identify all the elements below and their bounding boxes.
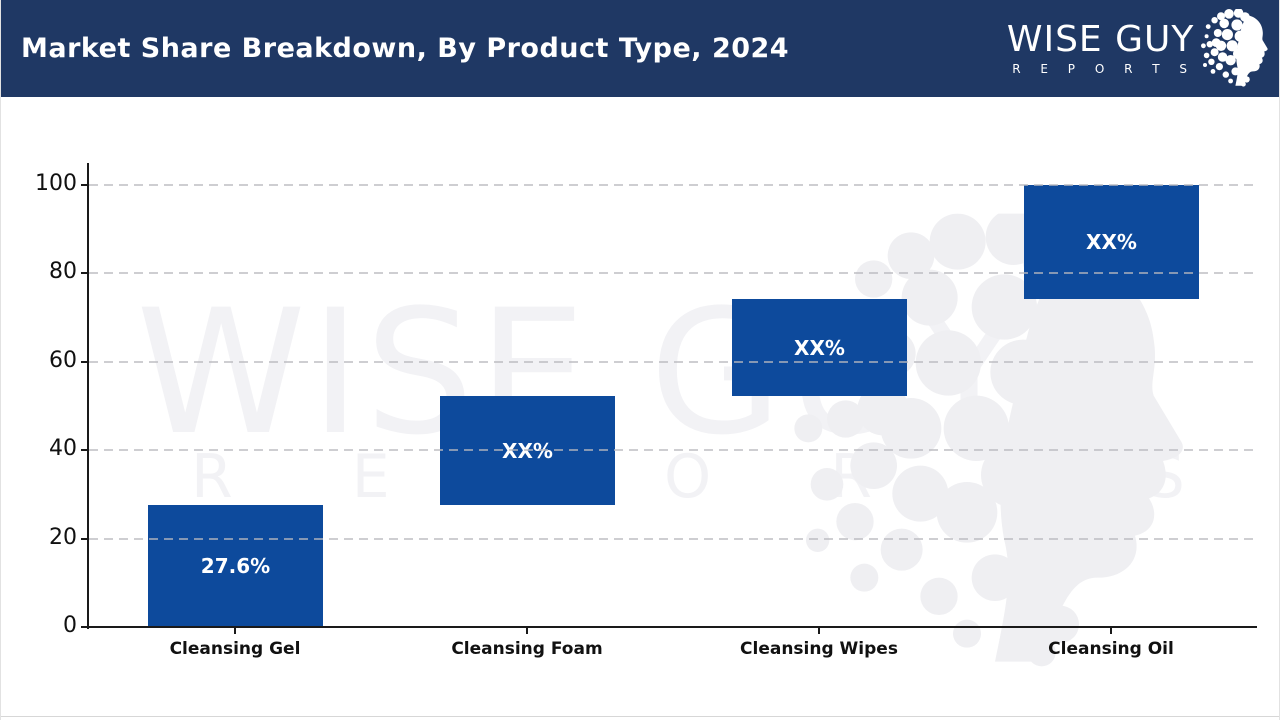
- chart-area: WISE GUY R E P O R T S 0 20 40 60 80 100 27.6%…: [1, 97, 1279, 717]
- bar-cleansing-wipes: XX%: [732, 299, 907, 397]
- gridline-20: [89, 537, 1257, 540]
- x-axis-line: [87, 626, 1257, 628]
- y-tick-mark: [81, 272, 89, 275]
- bottom-divider: [1, 716, 1279, 717]
- logo-wordmark: WISE GUY: [1006, 19, 1195, 60]
- bar-value-label: XX%: [794, 335, 845, 360]
- logo-text: WISE GUY R E P O R T S: [1006, 19, 1195, 77]
- bar-value-label: 27.6%: [200, 553, 271, 578]
- gridline-100: [89, 184, 1257, 186]
- header: Market Share Breakdown, By Product Type,…: [1, 0, 1279, 97]
- y-tick-mark: [81, 449, 89, 452]
- x-category-label: Cleansing Foam: [451, 639, 603, 659]
- x-tick-mark: [818, 628, 820, 634]
- gridline-80: [89, 272, 1257, 275]
- y-tick-label: 40: [49, 436, 77, 462]
- y-axis-line: [87, 163, 89, 629]
- bar-cleansing-oil: XX%: [1024, 185, 1199, 300]
- wiseguy-logo: WISE GUY R E P O R T S: [1006, 6, 1269, 92]
- y-tick-label: 100: [35, 171, 77, 196]
- bar-value-label: XX%: [1086, 230, 1137, 255]
- y-tick-mark: [81, 537, 89, 540]
- y-tick-mark: [81, 626, 89, 628]
- y-tick-mark: [81, 360, 89, 363]
- gridline-40: [89, 449, 1257, 452]
- page-title: Market Share Breakdown, By Product Type,…: [21, 33, 790, 64]
- y-tick-label: 20: [49, 524, 77, 550]
- y-tick-label: 60: [49, 347, 77, 373]
- x-category-label: Cleansing Oil: [1048, 639, 1174, 659]
- x-tick-mark: [234, 628, 236, 634]
- y-tick-label: 80: [49, 259, 77, 285]
- logo-subtitle: R E P O R T S: [1012, 62, 1195, 76]
- x-category-label: Cleansing Gel: [169, 639, 301, 659]
- x-category-label: Cleansing Wipes: [740, 639, 898, 659]
- x-tick-mark: [526, 628, 528, 634]
- x-tick-mark: [1110, 628, 1112, 634]
- y-tick-mark: [81, 184, 89, 186]
- bar-cleansing-gel: 27.6%: [148, 505, 323, 627]
- gridline-60: [89, 360, 1257, 363]
- y-tick-label: 0: [63, 613, 77, 638]
